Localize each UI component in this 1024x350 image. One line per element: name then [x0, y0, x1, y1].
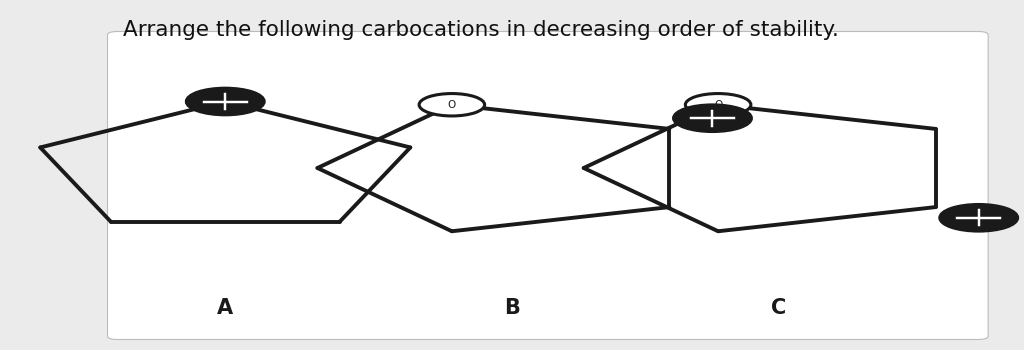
Text: Arrange the following carbocations in decreasing order of stability.: Arrange the following carbocations in de…	[123, 20, 840, 40]
Text: B: B	[504, 298, 520, 318]
Circle shape	[186, 88, 264, 115]
Text: C: C	[771, 298, 785, 318]
Circle shape	[940, 204, 1018, 231]
Circle shape	[419, 93, 484, 116]
Text: O: O	[714, 100, 722, 110]
Text: O: O	[447, 100, 456, 110]
FancyBboxPatch shape	[108, 32, 988, 340]
Circle shape	[685, 93, 751, 116]
Circle shape	[674, 105, 752, 132]
Text: A: A	[217, 298, 233, 318]
